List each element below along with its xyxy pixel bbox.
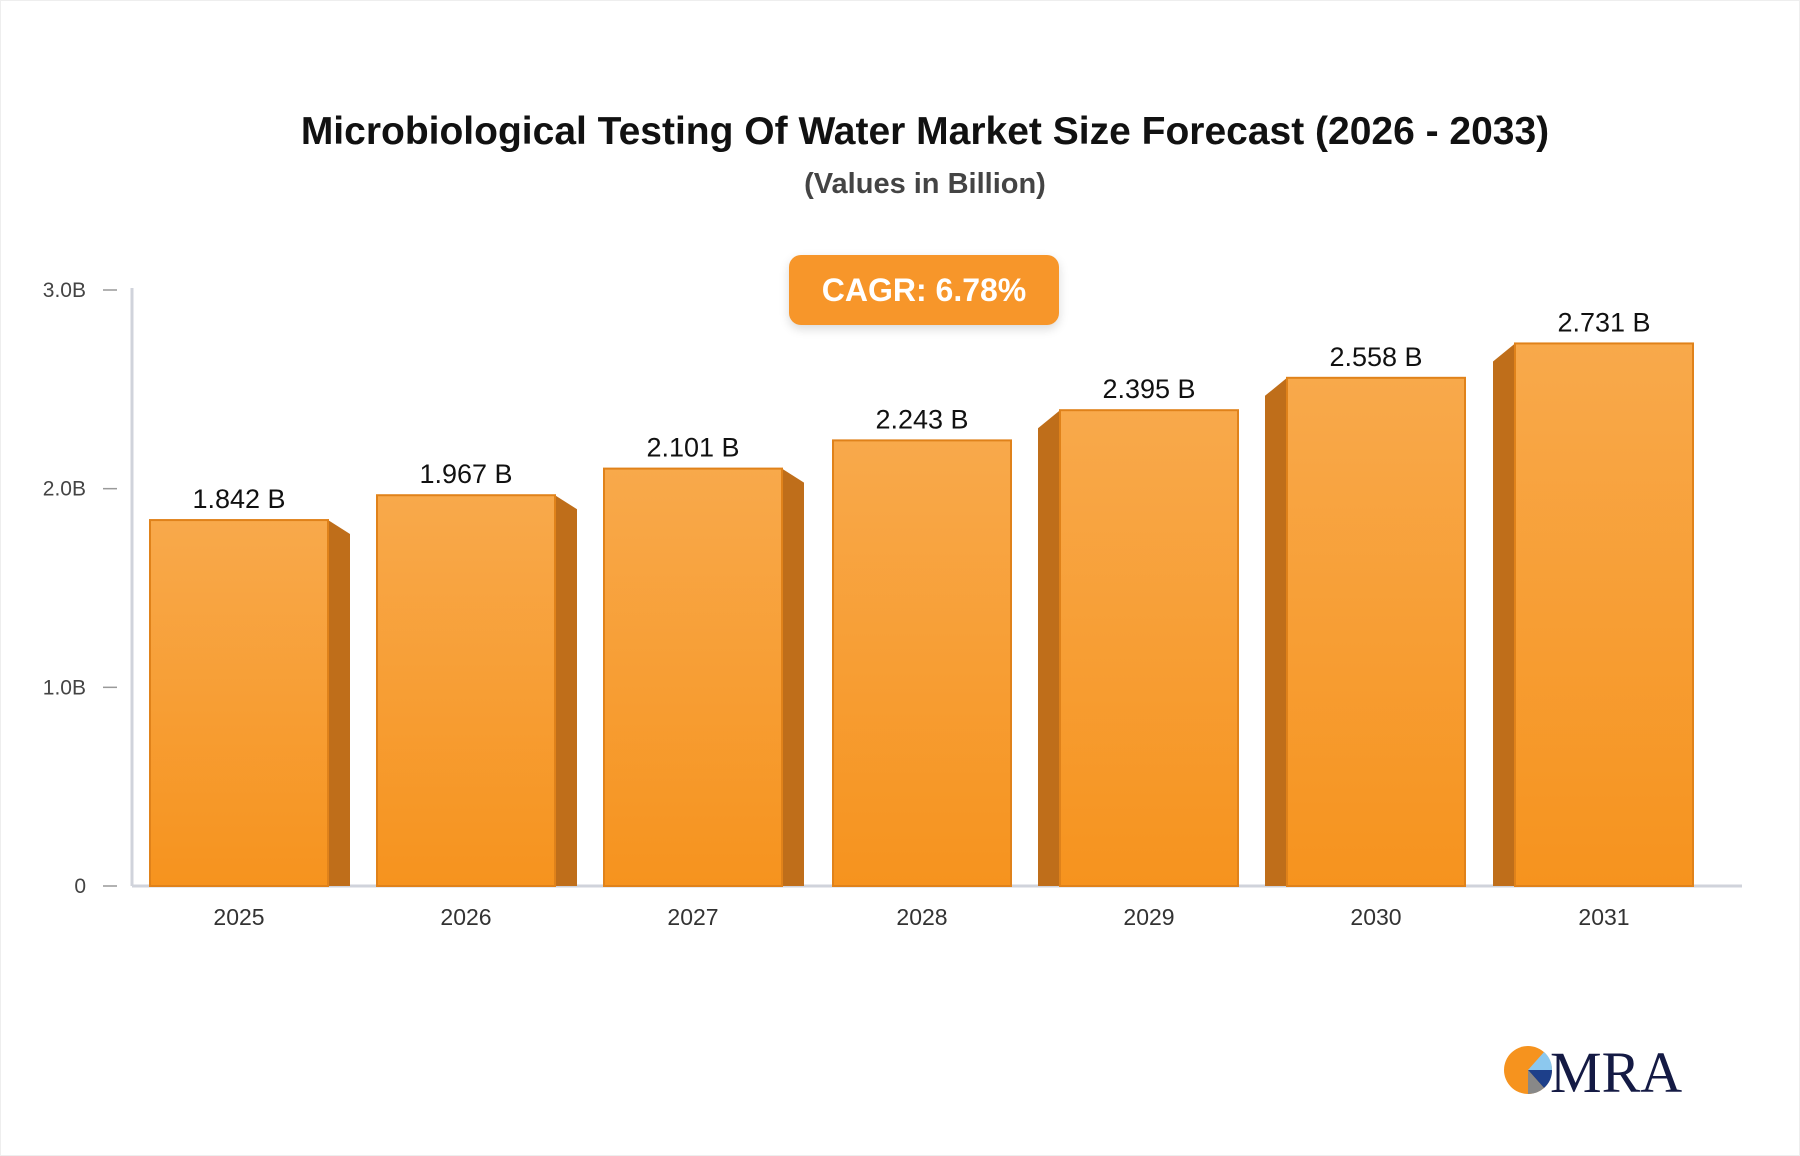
chart-subtitle: (Values in Billion) (804, 168, 1046, 200)
bar (603, 467, 783, 887)
y-tick-label: 0 (74, 875, 86, 898)
bar-side (1493, 343, 1515, 886)
data-label: 1.967 B (419, 459, 512, 489)
data-label: 1.842 B (192, 484, 285, 514)
x-tick-label: 2027 (667, 904, 718, 930)
bar (1286, 376, 1466, 887)
x-tick-label: 2029 (1123, 904, 1174, 930)
data-label: 2.101 B (646, 433, 739, 463)
x-tick-label: 2026 (440, 904, 491, 930)
y-tick-label: 2.0B (43, 478, 86, 501)
y-tick-label: 1.0B (43, 676, 86, 699)
bar-side (555, 495, 577, 886)
data-label: 2.243 B (875, 404, 968, 434)
bar (832, 439, 1012, 887)
x-tick-label: 2030 (1350, 904, 1401, 930)
cagr-badge: CAGR: 6.78% (789, 255, 1059, 325)
bar-side (328, 520, 350, 886)
bar (376, 494, 556, 887)
bar (1059, 409, 1239, 887)
chart-title: Microbiological Testing Of Water Market … (300, 110, 1550, 153)
bar-side (782, 468, 804, 886)
data-label: 2.558 B (1329, 342, 1422, 372)
bar-side (1265, 377, 1287, 886)
bar (149, 519, 329, 888)
x-tick-label: 2025 (213, 904, 264, 930)
x-tick-label: 2031 (1578, 904, 1629, 930)
bar (1514, 342, 1694, 887)
svg-text:MRA: MRA (1550, 1040, 1682, 1100)
y-tick-label: 3.0B (43, 279, 86, 302)
x-tick-label: 2028 (896, 904, 947, 930)
bar-side (1038, 410, 1060, 886)
mra-logo: MRA (1500, 1040, 1700, 1105)
data-label: 2.731 B (1557, 307, 1650, 337)
data-label: 2.395 B (1102, 374, 1195, 404)
